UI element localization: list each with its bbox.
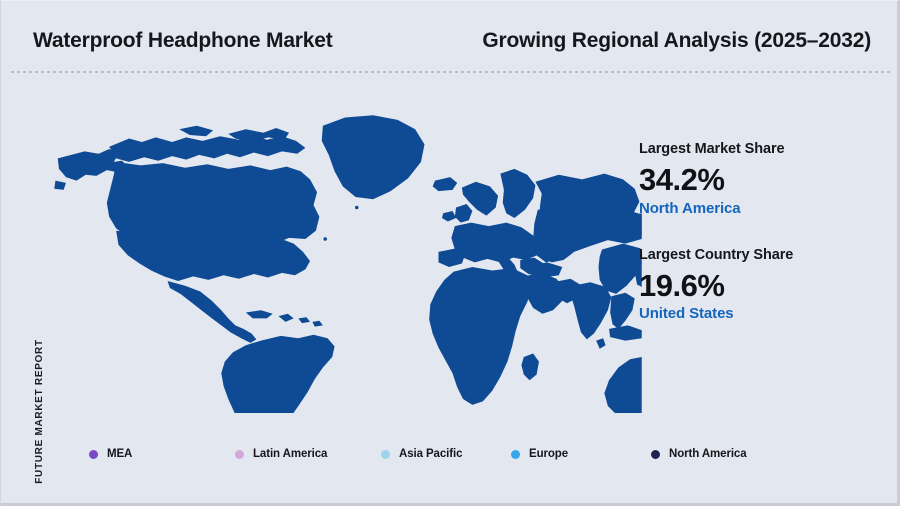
legend-label: Europe bbox=[529, 448, 569, 460]
header: Waterproof Headphone Market Growing Regi… bbox=[1, 1, 897, 73]
world-map-landmasses bbox=[54, 115, 642, 413]
stats-panel: Largest Market Share 34.2% North America… bbox=[639, 141, 889, 322]
brand-vertical-text: FUTURE MARKET REPORT bbox=[33, 339, 45, 484]
legend-item-asia-pacific: Asia Pacific bbox=[381, 448, 462, 460]
legend-label: Latin America bbox=[253, 448, 328, 460]
page-title: Waterproof Headphone Market bbox=[33, 29, 333, 52]
map-legend: MEA Latin America Asia Pacific Europe No… bbox=[89, 448, 789, 468]
legend-dot-icon bbox=[235, 449, 244, 459]
stat-largest-country-share: Largest Country Share 19.6% United State… bbox=[639, 247, 889, 323]
legend-dot-icon bbox=[651, 449, 660, 459]
legend-dot-icon bbox=[89, 449, 98, 459]
legend-item-europe: Europe bbox=[511, 448, 568, 460]
header-subtitle: Growing Regional Analysis (2025–2032) bbox=[482, 29, 871, 52]
world-map bbox=[53, 93, 643, 413]
world-map-oceania bbox=[604, 325, 642, 413]
legend-item-mea: MEA bbox=[89, 448, 132, 460]
stat-largest-market-share: Largest Market Share 34.2% North America bbox=[639, 141, 889, 217]
stat-value: 34.2% bbox=[639, 162, 725, 197]
legend-dot-icon bbox=[381, 449, 390, 459]
stat-label: Largest Country Share bbox=[639, 246, 794, 263]
legend-label: North America bbox=[669, 448, 747, 460]
world-map-svg bbox=[54, 115, 642, 413]
legend-label: Asia Pacific bbox=[399, 448, 463, 460]
legend-dot-icon bbox=[511, 449, 520, 459]
header-divider bbox=[11, 71, 891, 73]
legend-label: MEA bbox=[107, 448, 133, 460]
legend-item-north-america: North America bbox=[651, 448, 747, 460]
stat-label: Largest Market Share bbox=[639, 141, 785, 157]
stat-region: United States bbox=[639, 305, 734, 323]
world-map-islands bbox=[323, 205, 448, 346]
brand-vertical-label: FUTURE MARKET REPORT bbox=[31, 237, 47, 484]
stat-region: North America bbox=[639, 199, 741, 217]
stat-value: 19.6% bbox=[639, 267, 725, 303]
legend-item-latin-america: Latin America bbox=[235, 448, 327, 460]
